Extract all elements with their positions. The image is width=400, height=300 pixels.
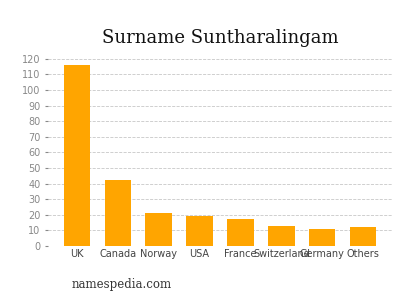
Bar bbox=[145, 213, 172, 246]
Bar bbox=[104, 181, 131, 246]
Bar bbox=[268, 226, 295, 246]
Bar bbox=[64, 65, 90, 246]
Bar bbox=[186, 216, 213, 246]
Bar bbox=[309, 229, 336, 246]
Bar bbox=[350, 227, 376, 246]
Bar bbox=[227, 220, 254, 246]
Text: namespedia.com: namespedia.com bbox=[72, 278, 172, 291]
Title: Surname Suntharalingam: Surname Suntharalingam bbox=[102, 29, 338, 47]
